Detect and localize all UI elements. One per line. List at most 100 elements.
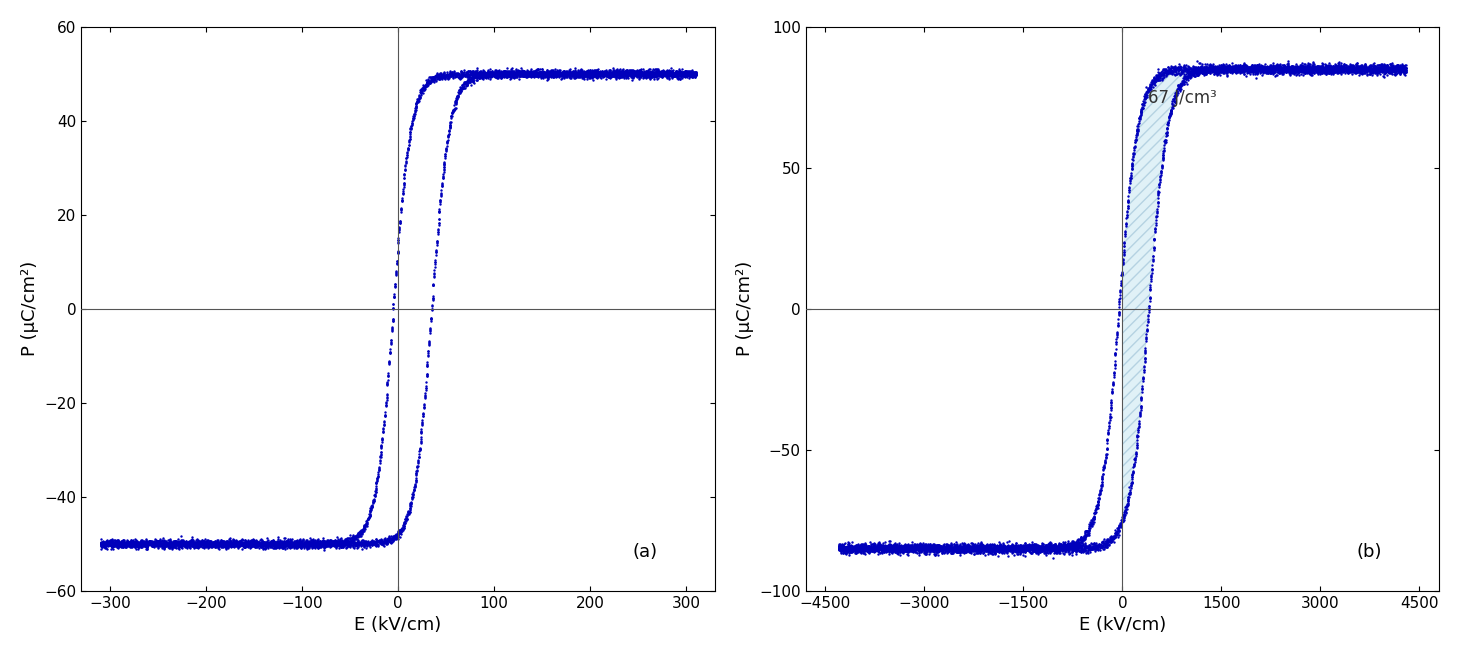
Point [1184,62,1207,73]
Point [524,67,547,78]
Point [421,73,445,84]
Point [1065,540,1088,550]
Point [661,71,685,81]
Point [389,204,413,215]
Point [104,538,127,548]
Point [552,67,575,78]
Point [376,534,399,545]
Point [1189,67,1213,77]
Point [1352,62,1375,73]
Point [208,538,231,548]
Point [1387,61,1410,71]
Point [1314,65,1337,75]
Point [939,540,963,550]
Point [663,69,686,80]
Point [1062,545,1086,555]
Point [1361,66,1384,76]
Point [1249,66,1273,76]
Point [140,536,164,547]
Point [407,91,430,102]
Point [1099,402,1122,412]
Point [1233,61,1257,71]
Point [483,67,506,78]
Point [985,542,1008,553]
Point [606,69,629,79]
Point [550,71,573,81]
Point [503,70,527,81]
Point [1024,546,1048,557]
Point [148,535,171,546]
Point [666,69,689,80]
Point [1156,66,1179,76]
Point [530,68,553,79]
Point [260,536,284,547]
Point [410,436,433,447]
Point [1061,540,1084,551]
Point [1344,58,1368,69]
Point [443,71,467,82]
Point [676,68,699,79]
Point [174,538,198,549]
Point [970,539,993,550]
Point [180,537,203,548]
Point [1265,64,1289,75]
Point [1384,62,1407,72]
Point [366,535,389,546]
Point [660,66,683,77]
Point [885,544,909,554]
Point [1197,64,1220,75]
Point [533,70,556,81]
Point [1361,64,1384,75]
Point [338,534,361,544]
Point [1173,63,1197,73]
Point [399,123,423,134]
Point [99,541,123,552]
Point [329,540,353,551]
Point [119,539,142,550]
Point [936,540,960,551]
Point [971,544,995,555]
Point [354,536,377,547]
Point [1159,105,1182,115]
Point [1188,64,1211,74]
Point [876,542,900,553]
Point [414,381,437,391]
Point [881,548,904,558]
Point [395,514,418,524]
Point [964,542,988,552]
Point [966,545,989,555]
Point [420,72,443,83]
Point [313,539,336,550]
Point [198,538,221,549]
Point [989,546,1012,557]
Point [1043,544,1067,554]
Point [296,534,319,545]
Point [241,538,265,549]
Point [1236,63,1260,73]
Point [1023,546,1046,556]
Point [154,538,177,549]
Point [133,539,157,550]
Point [906,544,929,554]
Point [909,544,932,555]
Point [423,71,446,81]
Point [581,70,604,81]
Point [1005,544,1028,554]
Point [635,68,658,79]
Point [892,542,916,553]
Point [830,542,853,553]
Point [552,71,575,81]
Point [544,67,568,78]
Point [670,67,693,78]
Point [415,369,439,379]
Point [240,539,263,550]
Point [215,536,238,547]
Point [1110,254,1134,265]
Point [1062,541,1086,552]
Point [670,69,693,79]
Point [894,540,917,551]
Point [1042,540,1065,551]
Point [1011,544,1034,554]
Point [1213,62,1236,72]
Point [332,540,356,550]
